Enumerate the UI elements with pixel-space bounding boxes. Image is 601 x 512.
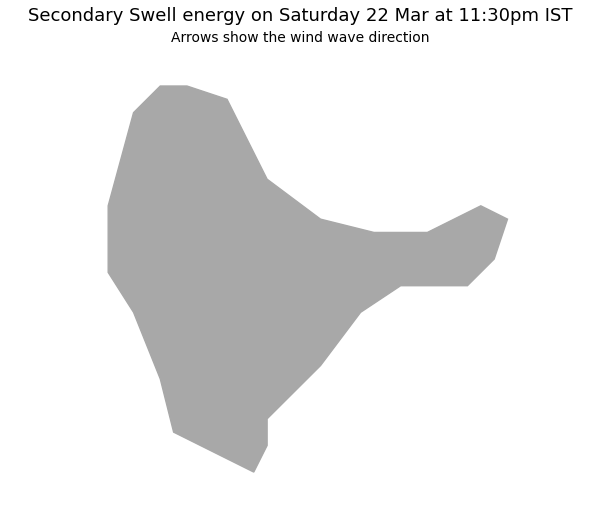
Text: Secondary Swell energy on Saturday 22 Mar at 11:30pm IST: Secondary Swell energy on Saturday 22 Ma… <box>28 7 573 25</box>
Text: Arrows show the wind wave direction: Arrows show the wind wave direction <box>171 31 430 45</box>
Polygon shape <box>108 86 507 472</box>
